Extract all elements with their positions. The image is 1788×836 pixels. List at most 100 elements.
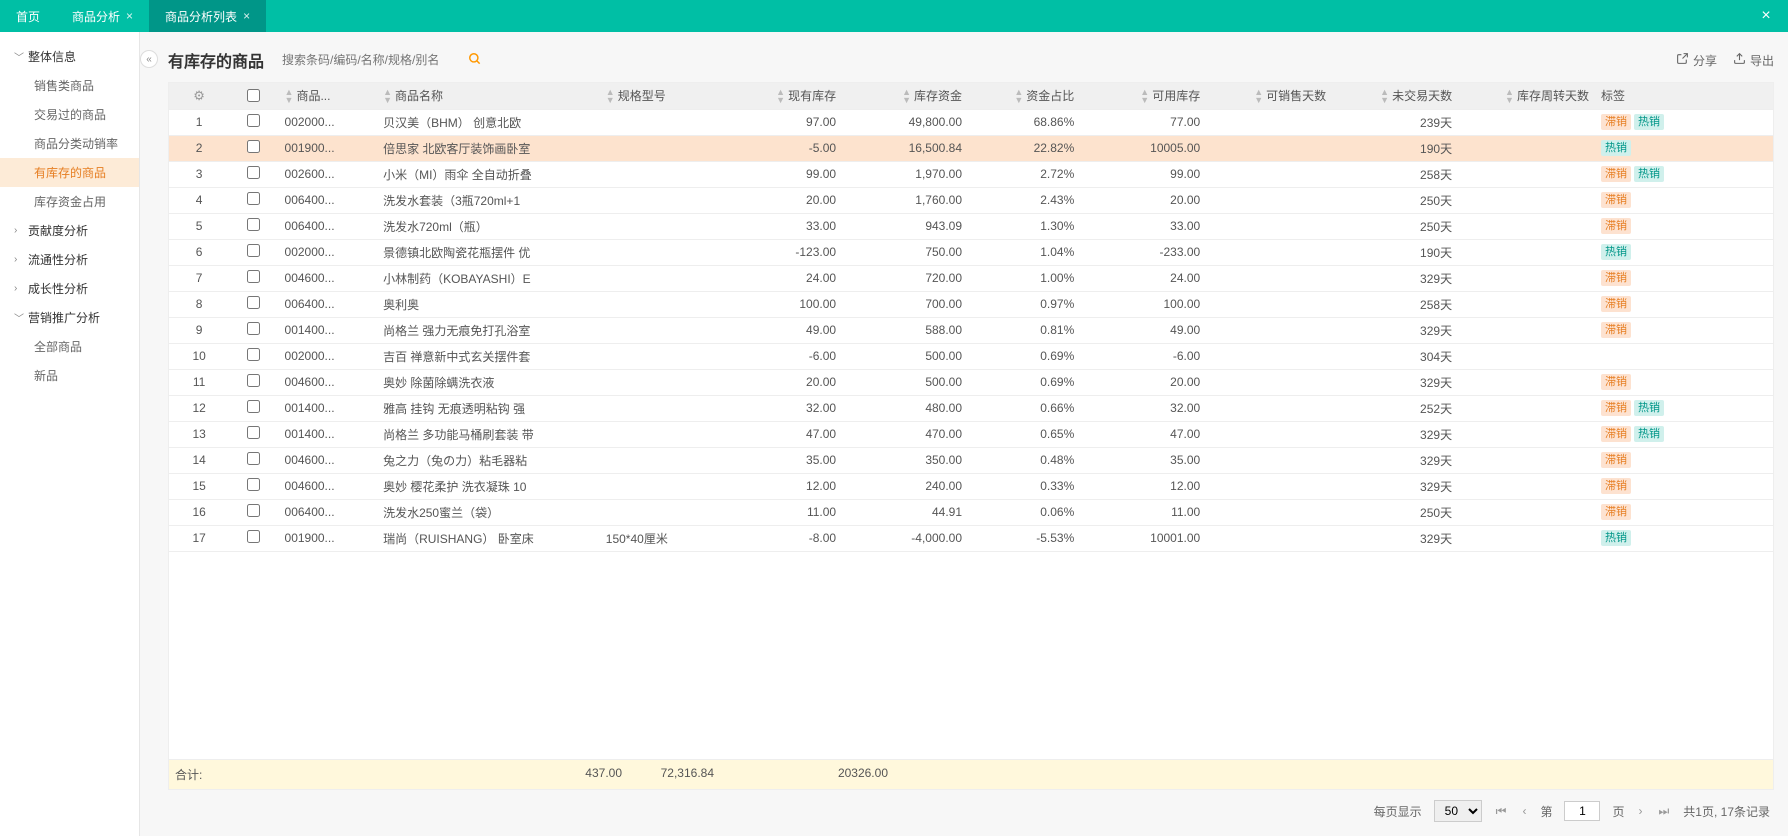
table-row[interactable]: 6002000...景德镇北欧陶瓷花瓶摆件 优-123.00750.001.04… — [169, 239, 1773, 265]
sidebar-item-0-2[interactable]: 商品分类动销率 — [0, 129, 139, 158]
total-stock: 437.00 — [536, 766, 628, 783]
cell-sdays — [1206, 187, 1332, 213]
close-icon[interactable]: × — [243, 9, 250, 23]
table-row[interactable]: 13001400...尚格兰 多功能马桶刷套装 带47.00470.000.65… — [169, 421, 1773, 447]
table-row[interactable]: 1002000...贝汉美（BHM） 创意北欧97.0049,800.0068.… — [169, 109, 1773, 135]
tab-2[interactable]: 商品分析列表× — [149, 0, 266, 32]
pager-first-button[interactable]: ⏮ — [1494, 804, 1509, 819]
sidebar-group-3[interactable]: ›成长性分析 — [0, 274, 139, 303]
cell-name: 瑞尚（RUISHANG） 卧室床 — [377, 525, 600, 551]
close-all-tabs-button[interactable]: × — [1752, 0, 1780, 32]
table-row[interactable]: 16006400...洗发水250蜜兰（袋）11.0044.910.06%11.… — [169, 499, 1773, 525]
table-row[interactable]: 3002600...小米（MI）雨伞 全自动折叠99.001,970.002.7… — [169, 161, 1773, 187]
cell-spec — [600, 317, 716, 343]
export-button[interactable]: 导出 — [1733, 52, 1774, 69]
total-fund: 72,316.84 — [628, 766, 720, 783]
row-checkbox[interactable] — [247, 218, 260, 231]
gear-icon[interactable]: ⚙ — [193, 88, 205, 104]
table-row[interactable]: 2001900...倍思家 北欧客厅装饰画卧室-5.0016,500.8422.… — [169, 135, 1773, 161]
table-row[interactable]: 11004600...奥妙 除菌除螨洗衣液20.00500.000.69%20.… — [169, 369, 1773, 395]
pager-last-button[interactable]: ⏭ — [1656, 804, 1671, 819]
cell-avail: 11.00 — [1080, 499, 1206, 525]
table-row[interactable]: 14004600...兔之力（兔の力）粘毛器粘35.00350.000.48%3… — [169, 447, 1773, 473]
cell-code: 002000... — [279, 343, 378, 369]
row-checkbox[interactable] — [247, 322, 260, 335]
table-row[interactable]: 7004600...小林制药（KOBAYASHI）E24.00720.001.0… — [169, 265, 1773, 291]
column-header-stock[interactable]: ▲▼现有库存 — [716, 83, 842, 109]
row-checkbox[interactable] — [247, 348, 260, 361]
column-header-code[interactable]: ▲▼商品... — [279, 83, 378, 109]
sidebar-group-4[interactable]: ﹀营销推广分析 — [0, 303, 139, 332]
search-icon[interactable] — [468, 52, 482, 69]
column-header-sdays[interactable]: ▲▼可销售天数 — [1206, 83, 1332, 109]
pager-page-input[interactable] — [1564, 801, 1600, 821]
sidebar-item-0-3[interactable]: 有库存的商品 — [0, 158, 139, 187]
sidebar-item-0-4[interactable]: 库存资金占用 — [0, 187, 139, 216]
pager-next-button[interactable]: › — [1636, 804, 1644, 818]
sidebar-item-0-1[interactable]: 交易过的商品 — [0, 100, 139, 129]
column-header-name[interactable]: ▲▼商品名称 — [377, 83, 600, 109]
cell-sdays — [1206, 447, 1332, 473]
table-row[interactable]: 9001400...尚格兰 强力无痕免打孔浴室49.00588.000.81%4… — [169, 317, 1773, 343]
tab-0[interactable]: 首页 — [0, 0, 56, 32]
per-page-select[interactable]: 50 — [1434, 800, 1482, 822]
cell-name: 景德镇北欧陶瓷花瓶摆件 优 — [377, 239, 600, 265]
table-row[interactable]: 5006400...洗发水720ml（瓶）33.00943.091.30%33.… — [169, 213, 1773, 239]
sidebar-group-label: 流通性分析 — [28, 251, 88, 268]
cell-turn — [1458, 291, 1595, 317]
pager-prev-button[interactable]: ‹ — [1520, 804, 1528, 818]
tag-slow: 滞销 — [1601, 400, 1631, 416]
tab-1[interactable]: 商品分析× — [56, 0, 149, 32]
column-header-chk — [229, 83, 278, 109]
cell-turn — [1458, 265, 1595, 291]
row-checkbox[interactable] — [247, 426, 260, 439]
chevron-right-icon: › — [14, 283, 24, 294]
sidebar-item-0-0[interactable]: 销售类商品 — [0, 71, 139, 100]
row-checkbox[interactable] — [247, 244, 260, 257]
sidebar-item-4-1[interactable]: 新品 — [0, 361, 139, 390]
sidebar-group-1[interactable]: ›贡献度分析 — [0, 216, 139, 245]
row-checkbox[interactable] — [247, 140, 260, 153]
sidebar-group-0[interactable]: ﹀整体信息 — [0, 42, 139, 71]
row-checkbox[interactable] — [247, 270, 260, 283]
cell-tags: 滞销 — [1595, 473, 1773, 499]
column-header-pct[interactable]: ▲▼资金占比 — [968, 83, 1080, 109]
table-row[interactable]: 17001900...瑞尚（RUISHANG） 卧室床150*40厘米-8.00… — [169, 525, 1773, 551]
cell-pct: 0.33% — [968, 473, 1080, 499]
row-checkbox[interactable] — [247, 166, 260, 179]
search-input[interactable] — [276, 49, 456, 71]
row-checkbox[interactable] — [247, 296, 260, 309]
row-checkbox[interactable] — [247, 478, 260, 491]
table-row[interactable]: 12001400...雅高 挂钩 无痕透明粘钩 强32.00480.000.66… — [169, 395, 1773, 421]
row-checkbox[interactable] — [247, 374, 260, 387]
cell-tags: 滞销热销 — [1595, 421, 1773, 447]
sort-icon: ▲▼ — [1014, 88, 1023, 104]
column-header-spec[interactable]: ▲▼规格型号 — [600, 83, 716, 109]
column-header-avail[interactable]: ▲▼可用库存 — [1080, 83, 1206, 109]
share-button[interactable]: 分享 — [1676, 52, 1717, 69]
table-row[interactable]: 8006400...奥利奥100.00700.000.97%100.00258天… — [169, 291, 1773, 317]
row-checkbox[interactable] — [247, 400, 260, 413]
row-checkbox[interactable] — [247, 114, 260, 127]
table-row[interactable]: 4006400...洗发水套装（3瓶720ml+120.001,760.002.… — [169, 187, 1773, 213]
column-header-nodays[interactable]: ▲▼未交易天数 — [1332, 83, 1458, 109]
table-row[interactable]: 10002000...吉百 禅意新中式玄关摆件套-6.00500.000.69%… — [169, 343, 1773, 369]
column-header-turn[interactable]: ▲▼库存周转天数 — [1458, 83, 1595, 109]
row-checkbox[interactable] — [247, 530, 260, 543]
cell-pct: 2.43% — [968, 187, 1080, 213]
cell-turn — [1458, 109, 1595, 135]
cell-code: 004600... — [279, 473, 378, 499]
cell-code: 001900... — [279, 525, 378, 551]
collapse-sidebar-button[interactable]: « — [140, 50, 158, 68]
sidebar-group-2[interactable]: ›流通性分析 — [0, 245, 139, 274]
table: ⚙▲▼商品...▲▼商品名称▲▼规格型号▲▼现有库存▲▼库存资金▲▼资金占比▲▼… — [168, 82, 1774, 760]
sidebar-item-4-0[interactable]: 全部商品 — [0, 332, 139, 361]
select-all-checkbox[interactable] — [247, 89, 260, 102]
row-checkbox[interactable] — [247, 192, 260, 205]
table-row[interactable]: 15004600...奥妙 樱花柔护 洗衣凝珠 1012.00240.000.3… — [169, 473, 1773, 499]
column-header-fund[interactable]: ▲▼库存资金 — [842, 83, 968, 109]
close-icon[interactable]: × — [126, 9, 133, 23]
row-checkbox[interactable] — [247, 452, 260, 465]
row-checkbox[interactable] — [247, 504, 260, 517]
column-header-tags: 标签 — [1595, 83, 1773, 109]
